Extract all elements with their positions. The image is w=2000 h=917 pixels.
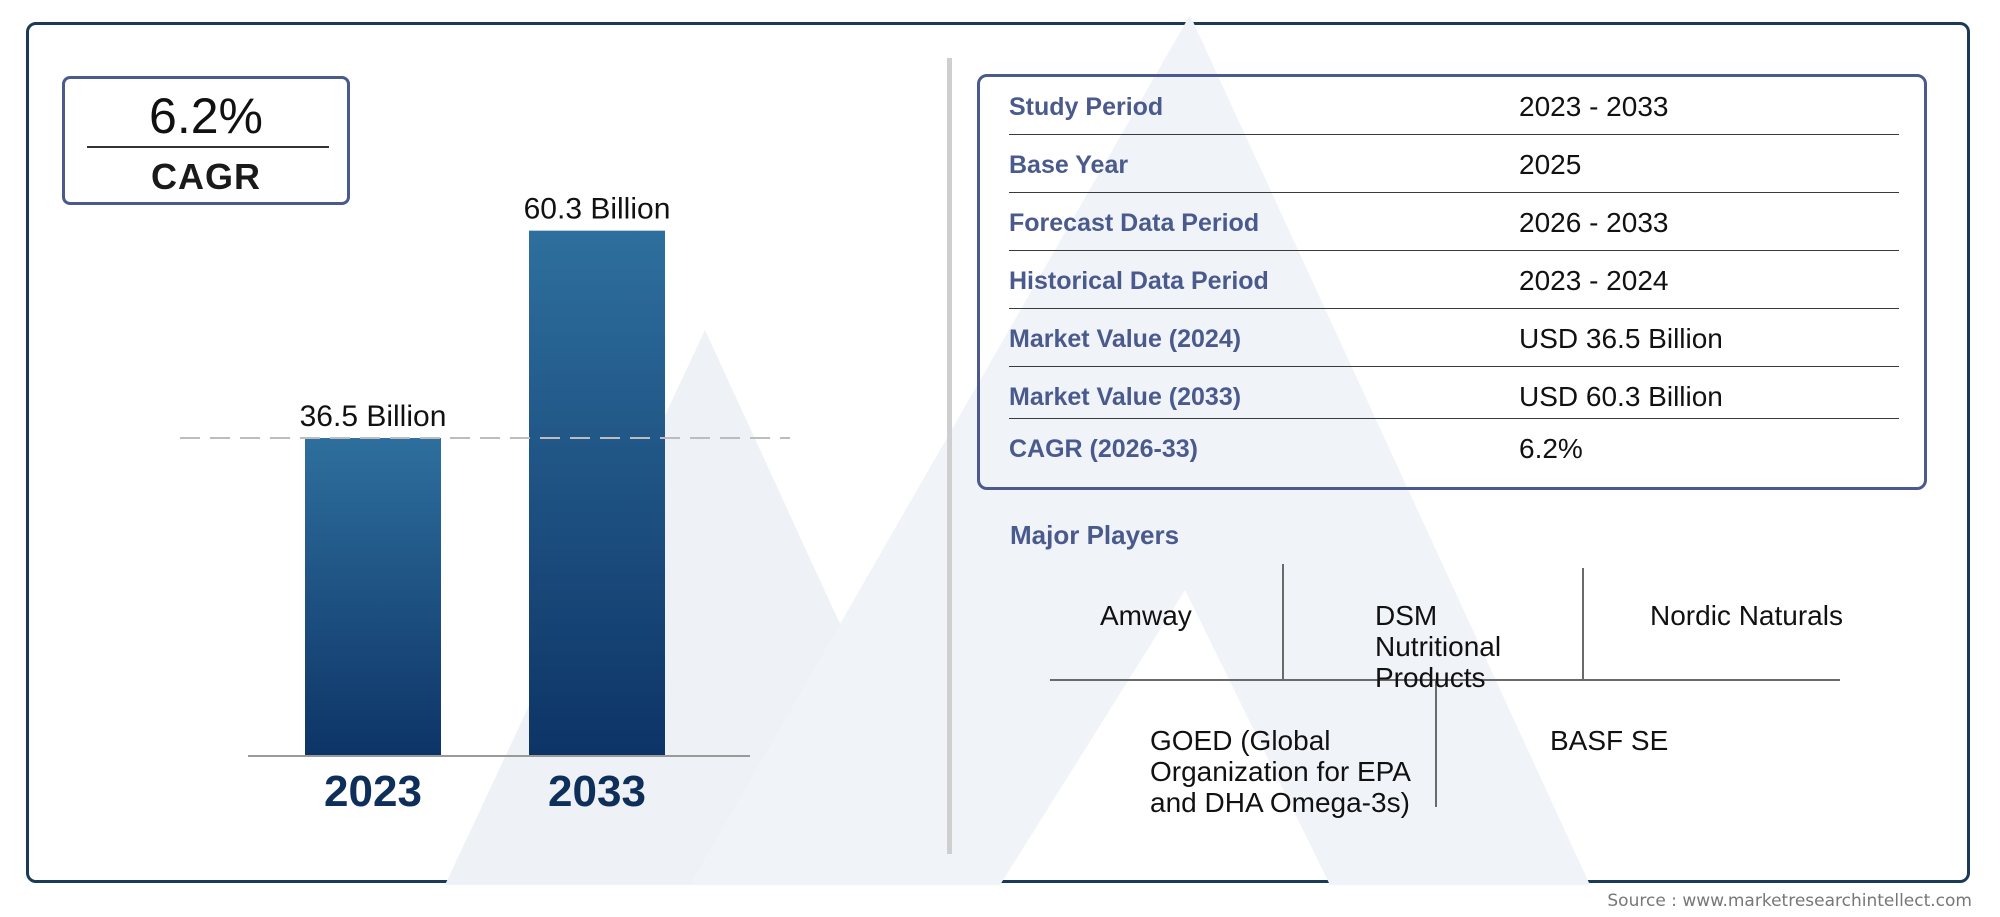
info-row-value: USD 60.3 Billion bbox=[1519, 381, 1723, 412]
info-row: CAGR (2026-33) 6.2% bbox=[1009, 419, 1899, 477]
market-bar-chart: 36.5 Billion 2023 60.3 Billion 2033 bbox=[180, 193, 790, 816]
section-divider bbox=[947, 58, 952, 854]
bar-2033 bbox=[529, 230, 665, 757]
cagr-divider bbox=[87, 146, 329, 148]
info-row-label: Study Period bbox=[1009, 93, 1164, 121]
info-row-label: Market Value (2033) bbox=[1009, 383, 1242, 411]
info-row-value: 6.2% bbox=[1519, 433, 1583, 464]
player-separator bbox=[1435, 679, 1437, 807]
info-row-label: Forecast Data Period bbox=[1009, 209, 1260, 237]
info-row-value: 2023 - 2033 bbox=[1519, 91, 1669, 122]
info-row: Market Value (2024) USD 36.5 Billion bbox=[1009, 309, 1899, 367]
player-goed: GOED (Global Organization for EPA and DH… bbox=[1150, 725, 1410, 818]
player-separator bbox=[1582, 568, 1584, 679]
info-row: Historical Data Period 2023 - 2024 bbox=[1009, 251, 1899, 309]
player-basf: BASF SE bbox=[1550, 725, 1669, 756]
category-label: 2033 bbox=[548, 767, 646, 816]
player-nordic-naturals: Nordic Naturals bbox=[1650, 600, 1843, 631]
market-info-table: Study Period 2023 - 2033 Base Year 2025 … bbox=[977, 74, 1927, 490]
info-row: Study Period 2023 - 2033 bbox=[1009, 77, 1899, 135]
info-row-label: Historical Data Period bbox=[1009, 267, 1269, 295]
info-row: Base Year 2025 bbox=[1009, 135, 1899, 193]
info-row-value: USD 36.5 Billion bbox=[1519, 323, 1723, 354]
player-amway: Amway bbox=[1100, 600, 1192, 631]
info-row-value: 2023 - 2024 bbox=[1519, 265, 1669, 296]
cagr-value: 6.2% bbox=[149, 88, 263, 144]
bar-2023 bbox=[305, 438, 441, 756]
info-row-label: Base Year bbox=[1009, 151, 1129, 179]
info-row-label: CAGR (2026-33) bbox=[1009, 435, 1198, 463]
player-separator bbox=[1282, 564, 1284, 679]
info-row-label: Market Value (2024) bbox=[1009, 325, 1242, 353]
bar-value-label: 60.3 Billion bbox=[524, 193, 671, 226]
player-grid-line bbox=[1050, 679, 1840, 681]
info-row-value: 2026 - 2033 bbox=[1519, 207, 1669, 238]
cagr-label: CAGR bbox=[151, 156, 261, 197]
info-row-value: 2025 bbox=[1519, 149, 1582, 180]
source-note: Source : www.marketresearchintellect.com bbox=[1607, 891, 1972, 911]
category-label: 2023 bbox=[324, 767, 422, 816]
bar-value-label: 36.5 Billion bbox=[300, 400, 447, 433]
major-players-title: Major Players bbox=[1010, 520, 1180, 550]
player-dsm: DSM Nutritional Products bbox=[1375, 600, 1502, 693]
cagr-card: 6.2% CAGR bbox=[62, 76, 350, 205]
info-row: Forecast Data Period 2026 - 2033 bbox=[1009, 193, 1899, 251]
info-row: Market Value (2033) USD 60.3 Billion bbox=[1009, 367, 1899, 419]
